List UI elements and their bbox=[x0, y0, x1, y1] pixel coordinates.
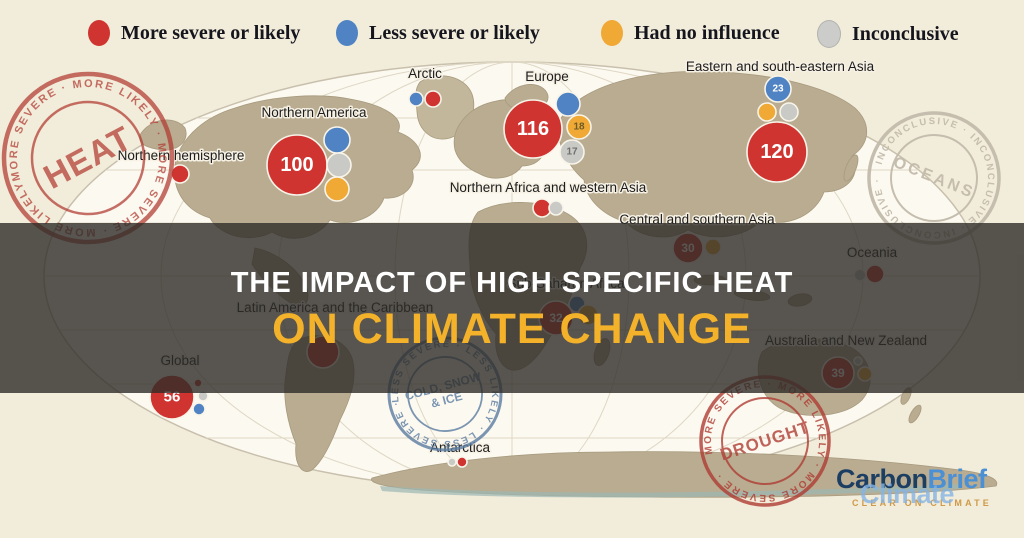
bubble-europe-none bbox=[566, 114, 592, 140]
banner-title-line2: ON CLIMATE CHANGE bbox=[272, 305, 752, 353]
region-label-arctic: Arctic bbox=[408, 66, 442, 81]
region-label-northern-hemisphere: Northern hemisphere bbox=[118, 148, 245, 163]
bubble-esea-none bbox=[757, 102, 777, 122]
antarctica-ice-edge bbox=[380, 484, 960, 498]
bubble-na-less bbox=[323, 126, 351, 154]
continent-japan bbox=[843, 154, 859, 182]
bubble-na-more-value: 100 bbox=[280, 154, 313, 176]
legend-label-no-influence: Had no influence bbox=[634, 21, 780, 44]
legend-label-less-severe: Less severe or likely bbox=[369, 21, 540, 44]
bubble-global-less bbox=[192, 402, 206, 416]
more-severe-dot-icon bbox=[88, 20, 110, 46]
bubble-esea-less bbox=[764, 75, 792, 103]
bubble-antarctica-more bbox=[456, 456, 468, 468]
title-banner: THE IMPACT OF HIGH SPECIFIC HEAT ON CLIM… bbox=[0, 223, 1024, 393]
legend-label-inconclusive: Inconclusive bbox=[852, 22, 959, 45]
bubble-europe-less bbox=[555, 91, 581, 117]
logo-tagline: CLEAR ON CLIMATE bbox=[851, 498, 993, 508]
bubble-europe-none-value: 18 bbox=[573, 122, 585, 133]
logo-word-carbon: Carbon bbox=[836, 464, 928, 494]
bubble-esea-more-value: 120 bbox=[760, 141, 793, 163]
bubble-arctic-less bbox=[408, 91, 424, 107]
carbon-brief-wordmark: CarbonBrief Climate bbox=[836, 464, 1008, 509]
bubble-antarctica-inconclusive bbox=[447, 457, 457, 467]
banner-title-line1: THE IMPACT OF HIGH SPECIFIC HEAT bbox=[230, 267, 794, 299]
region-label-northern-america: Northern America bbox=[261, 105, 367, 120]
legend-item-more-severe: More severe or likely bbox=[88, 20, 300, 46]
bubble-europe-inconclusive bbox=[559, 139, 585, 165]
bubble-europe-more-value: 116 bbox=[517, 118, 549, 140]
region-label-n-africa-w-asia: Northern Africa and western Asia bbox=[450, 180, 647, 195]
legend-item-no-influence: Had no influence bbox=[601, 20, 780, 46]
bubble-esea-inconclusive bbox=[779, 102, 799, 122]
less-severe-dot-icon bbox=[336, 20, 358, 46]
region-label-eastern-se-asia: Eastern and south-eastern Asia bbox=[686, 59, 875, 74]
region-label-europe: Europe bbox=[525, 69, 569, 84]
legend-item-less-severe: Less severe or likely bbox=[336, 20, 540, 46]
logo-word-brief: Brief bbox=[927, 464, 988, 494]
bubble-na-none bbox=[324, 176, 350, 202]
inconclusive-dot-icon bbox=[817, 20, 841, 48]
legend-item-inconclusive: Inconclusive bbox=[817, 20, 959, 48]
bubble-arctic-more bbox=[424, 90, 442, 108]
bubble-esea-more bbox=[746, 121, 808, 183]
bubble-europe-more bbox=[503, 99, 563, 159]
continent-new-zealand-south bbox=[908, 404, 922, 424]
bubble-na-inconclusive bbox=[326, 152, 352, 178]
legend-label-more-severe: More severe or likely bbox=[121, 21, 301, 44]
logo-ghost-overlay-text: Climate bbox=[860, 479, 955, 509]
carbon-brief-logo: CarbonBrief Climate CLEAR ON CLIMATE bbox=[836, 464, 1008, 509]
no-influence-dot-icon bbox=[601, 20, 623, 46]
bubble-europe-inconclusive-value: 17 bbox=[566, 147, 578, 158]
legend: More severe or likely Less severe or lik… bbox=[0, 0, 1024, 58]
bubble-nafr-inconclusive bbox=[548, 200, 564, 216]
bubble-esea-less-value: 23 bbox=[772, 84, 784, 95]
